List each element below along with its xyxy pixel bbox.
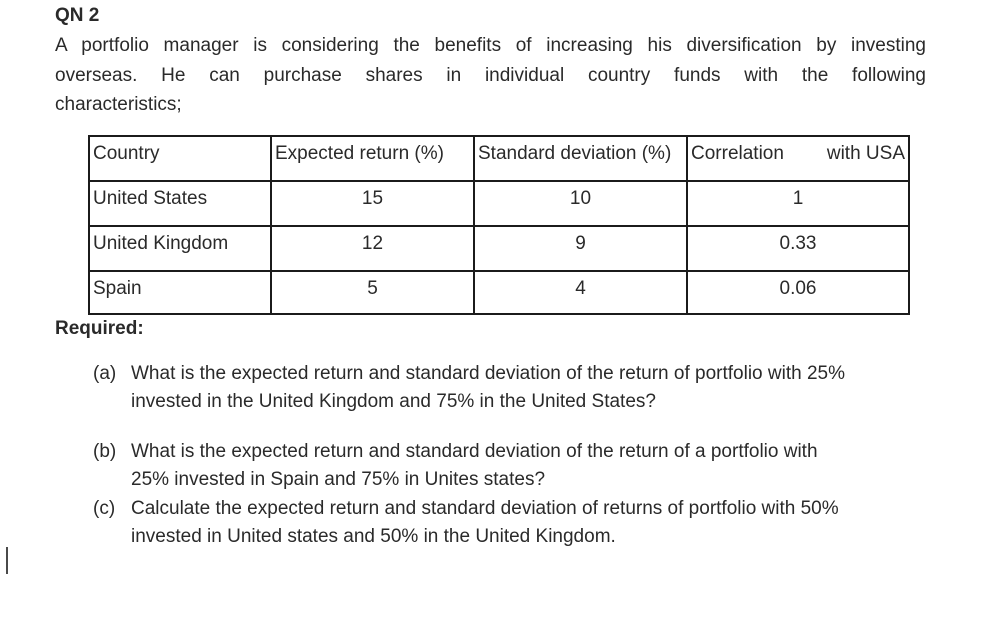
- question-c: (c) Calculate the expected return and st…: [93, 495, 938, 551]
- table-header-row: Country Expected return (%) Standard dev…: [88, 135, 910, 182]
- question-number-heading: QN 2: [55, 5, 100, 26]
- question-b: (b) What is the expected return and stan…: [93, 438, 938, 494]
- header-correlation: Correlation with USA: [686, 135, 910, 182]
- question-a-text: What is the expected return and standard…: [131, 360, 938, 416]
- question-a-marker: (a): [93, 363, 117, 384]
- cell-correlation: 0.33: [686, 225, 910, 272]
- question-c-text: Calculate the expected return and standa…: [131, 495, 938, 551]
- text-cursor-caret[interactable]: [6, 547, 8, 574]
- table-row: United Kingdom 12 9 0.33: [88, 225, 910, 272]
- header-std-deviation: Standard deviation (%): [473, 135, 688, 182]
- cell-country: United States: [88, 180, 272, 227]
- cell-std-deviation: 10: [473, 180, 688, 227]
- cell-expected-return: 15: [270, 180, 475, 227]
- question-b-text: What is the expected return and standard…: [131, 438, 938, 494]
- cell-correlation: 1: [686, 180, 910, 227]
- question-a-line-2: invested in the United Kingdom and 75% i…: [131, 391, 656, 412]
- question-a: (a) What is the expected return and stan…: [93, 360, 938, 416]
- table-row: United States 15 10 1: [88, 180, 910, 227]
- intro-line-1: A portfolio manager is considering the b…: [55, 35, 926, 56]
- header-correlation-label: Correlation: [691, 143, 784, 164]
- header-correlation-suffix: with USA: [826, 143, 905, 164]
- question-c-line-1: Calculate the expected return and standa…: [131, 498, 839, 519]
- questions-list: (a) What is the expected return and stan…: [93, 360, 938, 551]
- cell-std-deviation: 4: [473, 270, 688, 315]
- question-c-line-2: invested in United states and 50% in the…: [131, 526, 616, 547]
- cell-correlation: 0.06: [686, 270, 910, 315]
- table-row: Spain 5 4 0.06: [88, 270, 910, 315]
- intro-paragraph: A portfolio manager is considering the b…: [55, 31, 926, 120]
- cell-country: United Kingdom: [88, 225, 272, 272]
- cell-expected-return: 12: [270, 225, 475, 272]
- required-heading: Required:: [55, 318, 144, 339]
- intro-line-3: characteristics;: [55, 94, 182, 115]
- question-c-marker: (c): [93, 498, 116, 519]
- question-b-marker: (b): [93, 441, 117, 462]
- question-b-line-1: What is the expected return and standard…: [131, 441, 818, 462]
- intro-line-2: overseas. He can purchase shares in indi…: [55, 64, 926, 86]
- cell-country: Spain: [88, 270, 272, 315]
- header-country: Country: [88, 135, 272, 182]
- cell-std-deviation: 9: [473, 225, 688, 272]
- question-a-line-1: What is the expected return and standard…: [131, 363, 845, 384]
- cell-expected-return: 5: [270, 270, 475, 315]
- country-funds-table: Country Expected return (%) Standard dev…: [88, 135, 910, 315]
- header-expected-return: Expected return (%): [270, 135, 475, 182]
- question-b-line-2: 25% invested in Spain and 75% in Unites …: [131, 469, 546, 490]
